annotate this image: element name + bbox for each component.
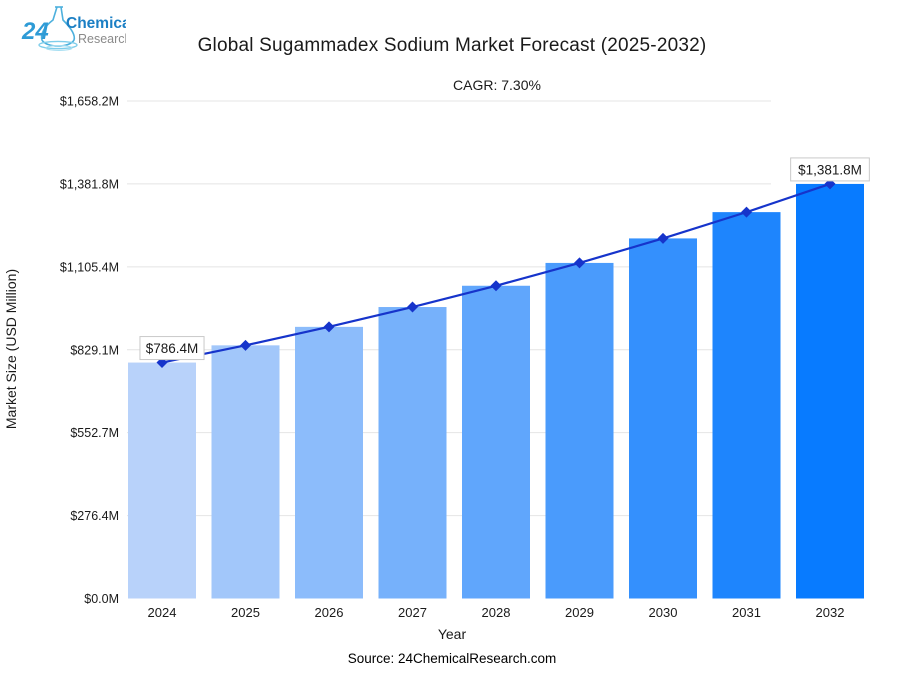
source-text: Source: 24ChemicalResearch.com [348,651,557,666]
logo-24chemical-research: 24 Chemical Research [16,4,135,54]
marker-2026 [323,321,335,333]
y-tick-label: $552.7M [70,426,119,440]
x-axis-tick-labels: 2024 2025 2026 2027 2028 2029 2030 2031 2032 [148,605,845,620]
marker-2028 [490,280,502,292]
logo-text-chemical: Chemical [66,15,126,32]
y-tick-label: $829.1M [70,343,119,357]
annotation-box-2024 [139,336,205,361]
bars-layer [128,183,864,599]
x-tick-label-2025: 2025 [231,605,260,620]
x-tick-label-2027: 2027 [398,605,427,620]
bar-2026 [295,326,363,599]
x-axis-title: Year [438,626,467,642]
bar-2025 [211,345,280,599]
marker-2027 [407,301,418,313]
y-axis-title: Market Size (USD Million) [3,269,19,429]
marker-2031 [741,206,752,218]
logo-number: 24 [21,18,49,45]
chart-subtitle-cagr: CAGR: 7.30% [453,77,541,93]
x-tick-label-2024: 2024 [148,605,177,620]
x-tick-label-2028: 2028 [482,605,511,620]
y-tick-label: $276.4M [70,509,119,523]
ripple-icon-2 [45,44,73,51]
bar-2028 [462,285,530,599]
bar-2027 [378,307,447,599]
logo-graphic: 24 Chemical Research [21,6,135,51]
x-tick-label-2030: 2030 [649,605,678,620]
marker-2029 [574,257,585,269]
bar-2029 [545,262,614,599]
annotation-box-2032 [790,157,870,182]
bar-2024 [128,362,196,599]
marker-2030 [657,232,669,244]
x-tick-label-2031: 2031 [732,605,761,620]
ripple-icon [38,40,78,50]
flask-icon [38,6,78,51]
bar-2030 [629,238,697,599]
bar-2032 [796,183,864,599]
x-tick-label-2026: 2026 [315,605,344,620]
y-tick-label: $1,658.2M [60,95,119,109]
y-tick-label: $1,381.8M [60,177,119,191]
y-axis-tick-labels: $0.0M $276.4M $552.7M $829.1M $1,105.4M $1,38… [60,95,119,607]
x-tick-label-2032: 2032 [816,605,845,620]
chart-title: Global Sugammadex Sodium Market Forecast… [197,35,707,56]
logo-text-research: Research [78,32,126,46]
annotation-label-2032: $1,381.8M [798,162,862,177]
bar-2031 [712,212,781,599]
annotations-layer: $786.4M $1,381.8M [139,157,870,361]
marker-2025 [240,339,251,351]
y-tick-label: $0.0M [84,592,119,606]
annotation-label-2024: $786.4M [146,341,199,356]
y-tick-label: $1,105.4M [60,260,119,274]
x-tick-label-2029: 2029 [565,605,594,620]
